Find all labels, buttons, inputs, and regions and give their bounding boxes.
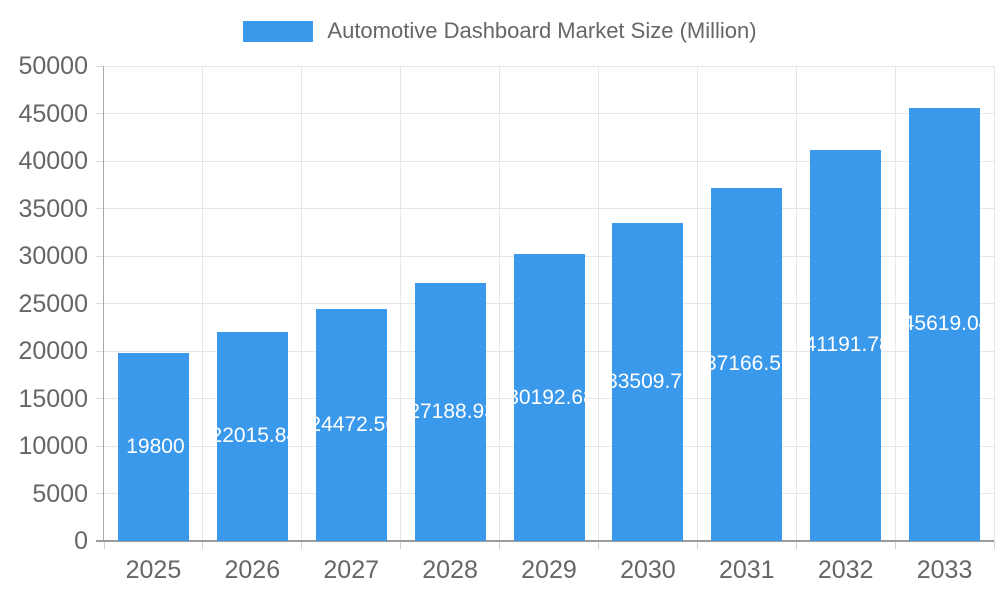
bar-2029[interactable]: 30192.68 — [513, 254, 585, 541]
legend-label[interactable]: Automotive Dashboard Market Size (Millio… — [327, 18, 757, 43]
x-tick-mark — [795, 541, 797, 549]
h-gridline — [104, 160, 994, 162]
v-gridline — [597, 66, 599, 541]
x-axis-label: 2032 — [817, 556, 874, 584]
bar-2028[interactable]: 27188.93 — [414, 282, 486, 541]
y-axis-label: 40000 — [18, 147, 88, 175]
v-gridline — [400, 66, 402, 541]
v-gridline — [696, 66, 698, 541]
bar-2032[interactable]: 41191.78 — [810, 149, 882, 541]
legend-swatch[interactable] — [243, 20, 314, 42]
y-axis-label: 35000 — [18, 194, 88, 223]
bar-value-label: 24472.56 — [316, 412, 387, 436]
y-tick-mark — [96, 113, 104, 114]
x-axis-label: 2030 — [620, 556, 676, 584]
y-axis-label: 15000 — [18, 384, 88, 413]
bar-value-label: 33509.75 — [612, 369, 683, 393]
x-axis-line — [96, 540, 994, 542]
h-gridline — [104, 65, 994, 67]
x-tick-mark — [499, 541, 501, 549]
x-axis-label: 2033 — [916, 556, 973, 584]
x-tick-mark — [894, 541, 896, 549]
bar-value-label: 19800 — [126, 434, 185, 458]
x-tick-mark — [103, 541, 105, 549]
y-axis-label: 45000 — [18, 99, 88, 128]
bar-value-label: 22015.84 — [217, 424, 288, 448]
h-gridline — [104, 113, 994, 114]
x-tick-mark — [597, 541, 599, 549]
y-axis-label: 25000 — [18, 289, 88, 318]
y-axis-line — [103, 66, 104, 541]
bar-2033[interactable]: 45619.04 — [909, 107, 981, 541]
y-tick-mark — [96, 65, 104, 67]
y-axis-label: 10000 — [18, 432, 88, 460]
v-gridline — [301, 66, 303, 541]
x-axis-label: 2026 — [224, 556, 281, 584]
y-tick-mark — [96, 493, 104, 494]
x-tick-mark — [993, 541, 995, 549]
y-tick-mark — [96, 255, 104, 257]
x-axis-label: 2025 — [125, 556, 182, 584]
v-gridline — [795, 66, 797, 541]
chart-legend: Automotive Dashboard Market Size (Millio… — [0, 16, 1000, 46]
y-axis-label: 0 — [74, 527, 88, 555]
x-axis-label: 2031 — [718, 556, 775, 584]
bar-value-label: 27188.93 — [415, 399, 486, 423]
x-tick-mark — [400, 541, 402, 549]
x-axis-label: 2027 — [323, 556, 380, 584]
bar-2026[interactable]: 22015.84 — [216, 331, 288, 541]
v-gridline — [499, 66, 501, 541]
bar-2027[interactable]: 24472.56 — [315, 308, 387, 541]
bar-2031[interactable]: 37166.52 — [711, 187, 783, 541]
y-tick-mark — [96, 160, 104, 162]
v-gridline — [993, 66, 995, 541]
y-axis-label: 5000 — [32, 479, 88, 508]
y-axis-label: 20000 — [18, 337, 88, 365]
bar-value-label: 30192.68 — [514, 385, 585, 409]
y-tick-mark — [96, 303, 104, 304]
bar-2030[interactable]: 33509.75 — [612, 222, 684, 541]
v-gridline — [202, 66, 204, 541]
x-tick-mark — [696, 541, 698, 549]
h-gridline — [104, 208, 994, 209]
bar-value-label: 45619.04 — [909, 312, 980, 336]
x-tick-mark — [202, 541, 204, 549]
bar-value-label: 41191.78 — [810, 333, 881, 357]
y-axis-label: 50000 — [18, 52, 88, 80]
x-axis-label: 2028 — [422, 556, 478, 584]
y-tick-mark — [96, 445, 104, 447]
y-tick-mark — [96, 350, 104, 352]
bar-value-label: 37166.52 — [711, 352, 782, 376]
bar-2025[interactable]: 19800 — [117, 352, 189, 541]
x-axis-label: 2029 — [521, 556, 577, 584]
y-tick-mark — [96, 208, 104, 209]
y-axis-label: 30000 — [18, 242, 88, 270]
x-tick-mark — [301, 541, 303, 549]
v-gridline — [894, 66, 896, 541]
y-tick-mark — [96, 398, 104, 399]
